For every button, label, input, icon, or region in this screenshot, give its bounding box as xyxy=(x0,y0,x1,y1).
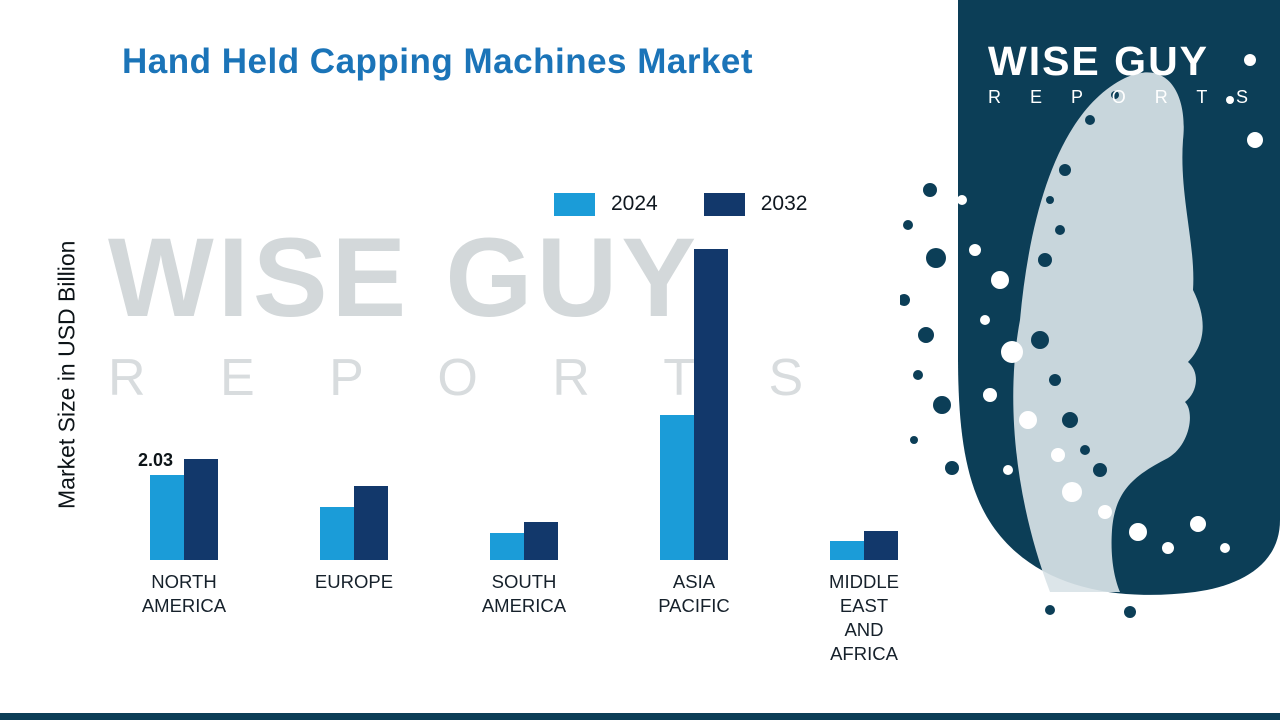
category-label: MIDDLE EAST AND AFRICA xyxy=(829,571,899,664)
bar-2032-south-america xyxy=(524,522,558,560)
category-label: NORTH AMERICA xyxy=(141,571,227,616)
bar-group: ASIA PACIFIC xyxy=(619,228,769,666)
bar-2032-middle-east-and-africa xyxy=(864,531,898,560)
bar-group: 2.03 NORTH AMERICA xyxy=(109,228,259,666)
legend-item-2032: 2032 xyxy=(703,192,808,216)
face-dots-graphic xyxy=(900,0,1280,618)
watermark: WISE GUY R E P O R T S xyxy=(108,222,888,408)
legend-swatch-2032 xyxy=(703,192,745,216)
watermark-line1: WISE GUY xyxy=(108,215,701,340)
bars xyxy=(830,228,898,560)
bar-2024-south-america xyxy=(490,533,524,560)
bar-groups: 2.03 NORTH AMERICA EUROPE SOUTH AMERICA ASIA PA… xyxy=(109,228,939,666)
legend-swatch-2024 xyxy=(554,192,595,216)
page-title: Hand Held Capping Machines Market xyxy=(122,42,754,81)
brand-logo-line1: WISE GUY xyxy=(988,38,1210,84)
bar-2032-asia-pacific xyxy=(694,249,728,560)
bar-2024-europe xyxy=(320,507,354,560)
bar-group: EUROPE xyxy=(279,228,429,666)
brand-logo-line2: R E P O R T S xyxy=(988,87,1261,107)
bar-chart: 2.03 NORTH AMERICA EUROPE SOUTH AMERICA ASIA PA… xyxy=(109,228,939,666)
bar-2024-north-america: 2.03 xyxy=(138,450,184,560)
bar-2032-europe xyxy=(354,486,388,560)
bars: 2.03 xyxy=(138,228,218,560)
category-label: ASIA PACIFIC xyxy=(658,571,730,616)
bar-2024-asia-pacific xyxy=(660,415,694,560)
brand-logo: WISE GUY R E P O R T S xyxy=(988,38,1260,108)
bar-group: MIDDLE EAST AND AFRICA xyxy=(789,228,939,666)
watermark-line2: R E P O R T S xyxy=(108,349,834,407)
bar-2024-middle-east-and-africa xyxy=(830,541,864,560)
bottom-strip xyxy=(0,713,1280,720)
chart-legend: 2024 2032 xyxy=(554,192,807,216)
legend-item-2024: 2024 xyxy=(554,192,658,216)
category-label: EUROPE xyxy=(314,571,394,592)
bars xyxy=(660,228,728,560)
y-axis-label: Market Size in USD Billion xyxy=(53,240,80,510)
legend-label-2032: 2032 xyxy=(760,192,808,215)
category-label: SOUTH AMERICA xyxy=(481,571,567,616)
bar-value-label: 2.03 xyxy=(138,450,174,470)
hero-graphic: WISE GUY R E P O R T S xyxy=(900,0,1280,620)
legend-label-2024: 2024 xyxy=(611,192,658,215)
bars xyxy=(320,228,388,560)
bars xyxy=(490,228,558,560)
bar-group: SOUTH AMERICA xyxy=(449,228,599,666)
bar-2032-north-america xyxy=(184,459,218,560)
